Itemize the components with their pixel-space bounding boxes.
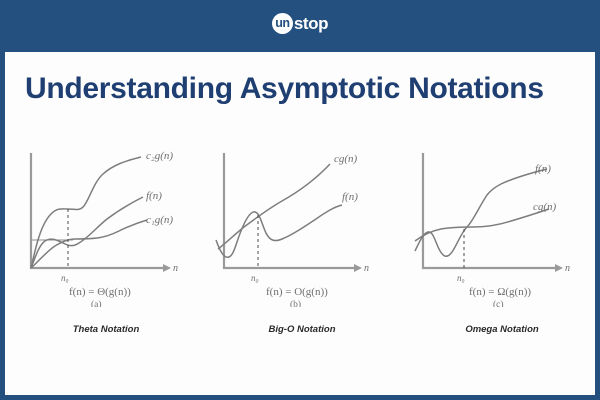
- content-card: Understanding Asymptotic Notations: [5, 52, 595, 395]
- page-title: Understanding Asymptotic Notations: [25, 72, 544, 105]
- label-cgn: cg(n): [334, 153, 358, 165]
- logo-wordmark: stop: [293, 14, 329, 33]
- x-axis-arrow-icon: [554, 264, 563, 272]
- caption-omega: Omega Notation: [465, 324, 539, 335]
- x-axis-arrow-icon: [354, 264, 362, 272]
- bigo-diagram: cg(n) f(n) n n₀ f(n) = O(g(n)) (b): [215, 153, 369, 307]
- logo-circle-icon: un: [271, 13, 293, 34]
- curve-c1gn: [30, 219, 148, 269]
- label-x-axis: n: [173, 263, 178, 274]
- curve-fn: [30, 196, 144, 269]
- label-c1gn: c₁g(n): [146, 214, 173, 226]
- label-x-axis: n: [364, 263, 369, 274]
- curve-fn: [414, 168, 547, 257]
- label-cgn: cg(n): [533, 201, 557, 213]
- label-fn: f(n): [146, 190, 162, 202]
- figure-bigo: cg(n) f(n) n n₀ f(n) = O(g(n)) (b): [202, 147, 399, 307]
- label-threshold: n₀: [457, 273, 465, 283]
- label-fn: f(n): [342, 191, 358, 203]
- figures-row: c₂g(n) f(n) c₁g(n) n n₀ f(n) = Θ(g(n)) (…: [5, 147, 595, 307]
- omega-diagram: f(n) cg(n) n n₀ f(n) = Ω(g(n)) (c): [414, 153, 570, 307]
- logo-mark-text: un: [275, 16, 290, 31]
- label-c2gn: c₂g(n): [146, 150, 173, 162]
- caption-theta: Theta Notation: [72, 324, 140, 335]
- label-threshold: n₀: [61, 273, 69, 283]
- curve-cgn: [414, 208, 549, 242]
- label-panel-letter: (c): [493, 299, 504, 307]
- x-axis-arrow-icon: [163, 264, 172, 272]
- figure-theta: c₂g(n) f(n) c₁g(n) n n₀ f(n) = Θ(g(n)) (…: [5, 147, 202, 307]
- brand-bar: un stop: [0, 0, 600, 47]
- label-panel-letter: (b): [290, 299, 301, 307]
- figure-omega: f(n) cg(n) n n₀ f(n) = Ω(g(n)) (c): [398, 147, 595, 307]
- label-formula: f(n) = Ω(g(n)): [469, 286, 531, 298]
- caption-bigo: Big-O Notation: [268, 324, 336, 335]
- unstop-logo[interactable]: un stop: [271, 13, 329, 35]
- label-x-axis: n: [565, 263, 570, 274]
- captions-row: Theta Notation Big-O Notation Omega Nota…: [5, 324, 595, 335]
- curve-c2gn: [30, 156, 142, 269]
- label-fn: f(n): [535, 163, 551, 175]
- curve-fn: [215, 204, 343, 259]
- label-threshold: n₀: [251, 273, 259, 283]
- theta-diagram: c₂g(n) f(n) c₁g(n) n n₀ f(n) = Θ(g(n)) (…: [30, 150, 178, 307]
- label-formula: f(n) = Θ(g(n)): [69, 286, 131, 298]
- curve-cgn: [217, 163, 331, 250]
- label-formula: f(n) = O(g(n)): [266, 286, 328, 298]
- label-panel-letter: (a): [91, 299, 102, 307]
